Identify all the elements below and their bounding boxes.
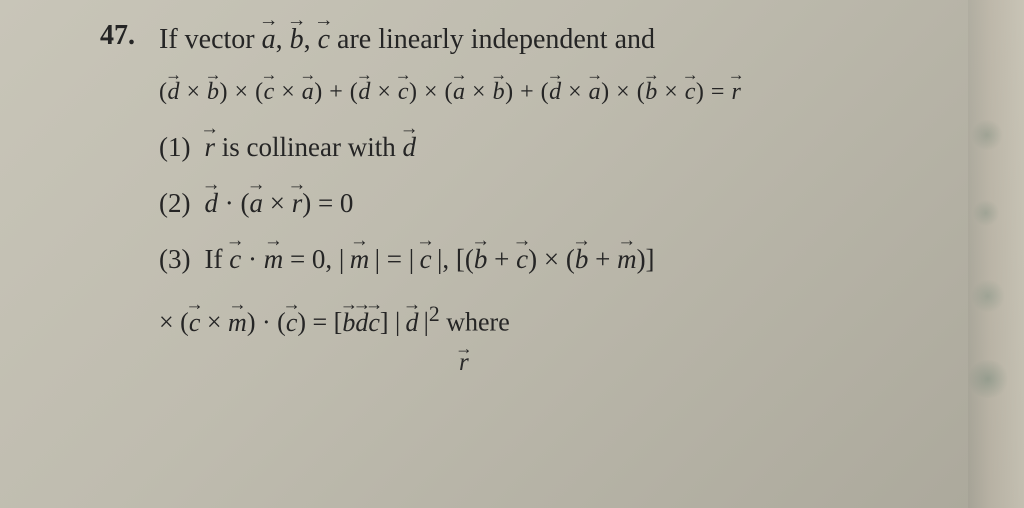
question-container: 47. If vector a, b, c are linearly indep…: [100, 18, 984, 377]
cont-m: m: [228, 302, 247, 344]
stem-prefix: If vector: [159, 24, 262, 55]
opt2-r: r: [292, 181, 303, 227]
opt3-b2: b: [575, 237, 589, 283]
vector-c: c: [318, 18, 330, 63]
option-1: (1) r is collinear with d: [159, 125, 984, 171]
vector-a: a: [262, 18, 276, 63]
opt3-c2: c: [420, 237, 432, 283]
option-2-text: d · (a × r) = 0: [204, 181, 353, 227]
option-3-continuation: × (c × m) · (c) = [bdc] | d |2 where: [159, 297, 984, 343]
stem-suffix: are linearly independent and: [330, 24, 655, 55]
opt3-m2: m: [350, 237, 370, 283]
eq-c3: c: [685, 73, 696, 111]
eq-a1: a: [302, 73, 315, 111]
opt3-b: b: [474, 237, 488, 283]
eq-c1: c: [264, 73, 275, 111]
eq-a2: a: [453, 73, 466, 111]
option-2: (2) d · (a × r) = 0: [159, 181, 984, 227]
eq-b3: b: [645, 73, 658, 111]
eq-r: r: [731, 73, 741, 111]
opt2-a: a: [249, 181, 263, 227]
eq-d3: d: [549, 73, 562, 111]
eq-a3: a: [589, 73, 602, 111]
eq-b1: b: [207, 73, 220, 111]
eq-d1: d: [168, 73, 181, 111]
question-content: If vector a, b, c are linearly independe…: [159, 18, 984, 377]
cont-c2: c: [286, 302, 298, 344]
vector-b: b: [290, 18, 304, 63]
option-3-num: (3): [159, 237, 190, 283]
main-equation: (d × b) × (c × a) + (d × c) × (a × b) + …: [159, 73, 984, 111]
eq-c2: c: [398, 73, 409, 111]
opt1-r: r: [204, 125, 215, 171]
cont-d2: d: [405, 302, 418, 344]
where-word: where: [440, 308, 510, 337]
eq-b2: b: [493, 73, 506, 111]
option-3-text: If c · m = 0, | m | = | c |, [(b + c) × …: [204, 237, 654, 283]
eq-d2: d: [358, 73, 371, 111]
option-1-num: (1): [159, 125, 190, 171]
opt1-d: d: [402, 125, 416, 171]
option-3: (3) If c · m = 0, | m | = | c |, [(b + c…: [159, 237, 984, 283]
opt1-middle: is collinear with: [215, 132, 402, 162]
option-1-text: r is collinear with d: [204, 125, 415, 171]
trailing-r: r: [459, 349, 469, 377]
cont-c3: c: [368, 302, 380, 344]
opt2-d: d: [204, 181, 218, 227]
option-2-num: (2): [159, 181, 190, 227]
opt3-m3: m: [617, 237, 637, 283]
opt3-c: c: [229, 237, 241, 283]
opt3-c3: c: [516, 237, 528, 283]
cont-c: c: [189, 302, 201, 344]
question-number: 47.: [100, 20, 135, 52]
question-stem: If vector a, b, c are linearly independe…: [159, 18, 984, 63]
opt3-m: m: [264, 237, 284, 283]
